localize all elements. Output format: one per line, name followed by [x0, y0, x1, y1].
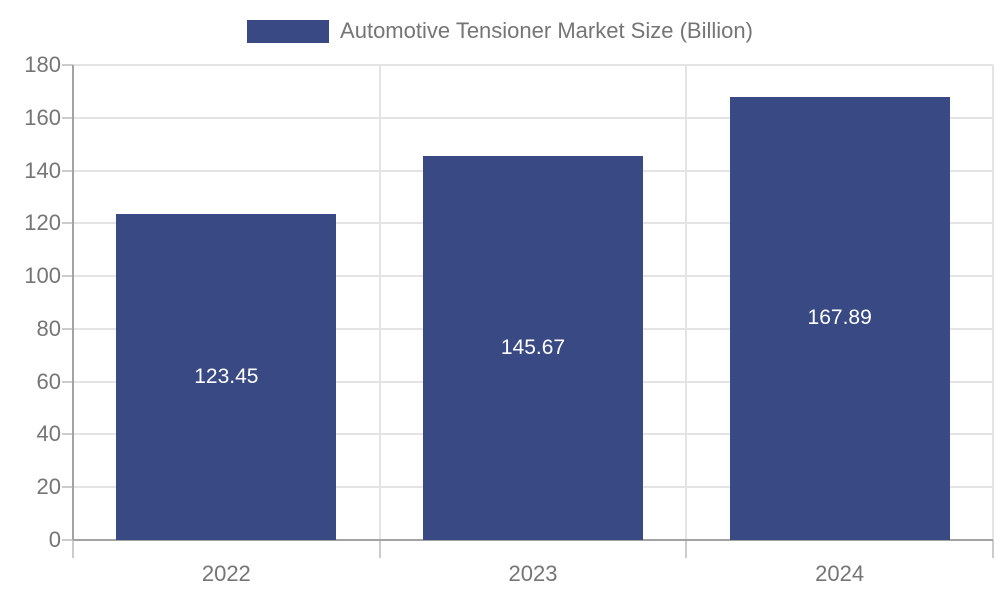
y-axis-tick-label: 0 [48, 527, 61, 552]
gridline-horizontal [73, 64, 993, 66]
y-axis-tick-label: 40 [36, 421, 61, 447]
x-axis-tick [992, 540, 994, 558]
y-axis-tick [62, 116, 73, 119]
y-axis-tick [62, 275, 73, 278]
x-axis-tick [685, 540, 688, 558]
x-axis-category-label: 2022 [201, 561, 251, 586]
x-axis-category-label: 2024 [815, 561, 865, 586]
y-axis-line [72, 65, 74, 540]
y-axis-tick-label: 100 [24, 263, 61, 289]
y-axis-tick-label: 180 [24, 52, 61, 77]
y-axis-tick-label: 140 [24, 157, 61, 183]
gridline-vertical [685, 65, 688, 540]
y-axis-tick [62, 539, 73, 541]
chart-legend[interactable]: Automotive Tensioner Market Size (Billio… [0, 18, 1000, 44]
y-axis-tick [62, 169, 73, 172]
gridline-vertical [992, 65, 994, 540]
y-axis-tick [62, 222, 73, 225]
gridline-vertical [378, 65, 381, 540]
legend-swatch-icon [247, 19, 330, 43]
x-axis-tick [378, 540, 381, 558]
x-axis-line [73, 539, 993, 541]
y-axis-tick-label: 20 [36, 474, 61, 500]
y-axis-tick-label: 120 [24, 210, 61, 236]
legend-label: Automotive Tensioner Market Size (Billio… [340, 18, 753, 43]
y-axis-tick [62, 486, 73, 489]
bar-value-label: 145.67 [500, 335, 566, 359]
y-axis-tick-label: 160 [24, 104, 61, 130]
y-axis-tick [62, 380, 73, 383]
bar-2022[interactable] [116, 214, 337, 540]
y-axis-tick [62, 327, 73, 330]
x-axis-category-label: 2023 [508, 561, 558, 586]
plot-area: 0 20 40 60 80 100 120 140 160 180 123.45 2022 145.67… [24, 53, 994, 586]
y-axis-tick-label: 60 [36, 368, 61, 394]
bar-value-label: 123.45 [194, 365, 259, 389]
bar-value-label: 167.89 [807, 306, 872, 330]
bar-2024[interactable] [729, 96, 950, 540]
x-axis-tick [72, 540, 74, 558]
y-axis-tick [62, 64, 73, 66]
y-axis-tick-label: 80 [36, 315, 61, 341]
y-axis-tick [62, 433, 73, 436]
gridline-horizontal [73, 116, 993, 119]
bar-2023[interactable] [423, 155, 643, 540]
